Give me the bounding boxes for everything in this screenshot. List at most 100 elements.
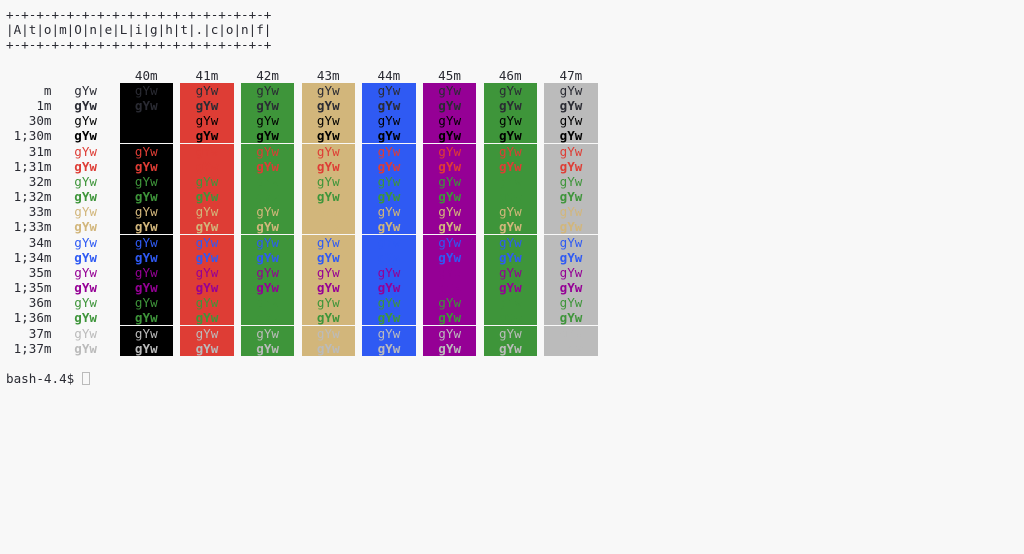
- color-swatch-cell: gYw: [180, 98, 234, 114]
- color-swatch-cell: gYw: [544, 82, 598, 98]
- color-test-row: 1;32m gYw gYw gYw gYw gYw gYw gYw gYw gY…: [6, 189, 1024, 205]
- fg-code-label: 1;35m: [6, 280, 60, 296]
- fg-sample-cell: gYw: [59, 143, 113, 159]
- terminal-cursor[interactable]: [81, 372, 90, 386]
- color-swatch-cell: gYw: [180, 82, 234, 98]
- fg-sample-cell: gYw: [59, 264, 113, 280]
- color-swatch-cell: gYw: [362, 82, 416, 98]
- fg-sample-cell: gYw: [59, 219, 113, 235]
- color-swatch-cell: gYw: [301, 143, 355, 159]
- color-swatch-cell: gYw: [119, 128, 173, 144]
- fg-sample-cell: gYw: [59, 173, 113, 189]
- color-swatch-cell: gYw: [301, 280, 355, 296]
- color-swatch-cell: gYw: [180, 189, 234, 205]
- color-swatch-cell: gYw: [362, 189, 416, 205]
- color-swatch-cell: gYw: [483, 325, 537, 341]
- color-swatch-cell: gYw: [544, 173, 598, 189]
- color-swatch-cell: gYw: [483, 113, 537, 129]
- fg-code-label: 35m: [6, 264, 60, 280]
- color-test-row: 1;34m gYw gYw gYw gYw gYw gYw gYw gYw gY…: [6, 249, 1024, 265]
- color-swatch-cell: gYw: [544, 98, 598, 114]
- color-swatch-cell: gYw: [483, 128, 537, 144]
- color-swatch-cell: gYw: [180, 310, 234, 326]
- color-swatch-cell: gYw: [362, 98, 416, 114]
- color-swatch-cell: gYw: [241, 82, 295, 98]
- color-swatch-cell: gYw: [301, 325, 355, 341]
- color-swatch-cell: gYw: [180, 325, 234, 341]
- fg-code-label: 30m: [6, 113, 60, 129]
- color-swatch-cell: gYw: [180, 249, 234, 265]
- color-swatch-cell: gYw: [241, 264, 295, 280]
- color-swatch-cell: gYw: [483, 249, 537, 265]
- color-swatch-cell: gYw: [241, 158, 295, 174]
- ascii-art-line: |A|t|o|m|O|n|e|L|i|g|h|t|.|c|o|n|f|: [6, 22, 272, 38]
- color-swatch-cell: gYw: [119, 173, 173, 189]
- color-swatch-cell: gYw: [119, 189, 173, 205]
- color-test-row: 37m gYw gYw gYw gYw gYw gYw gYw gYw gYw: [6, 325, 1024, 341]
- color-swatch-cell: gYw: [544, 264, 598, 280]
- color-swatch-cell: gYw: [362, 249, 416, 265]
- color-swatch-cell: gYw: [423, 280, 477, 296]
- fg-sample-cell: gYw: [59, 189, 113, 205]
- color-swatch-cell: gYw: [423, 173, 477, 189]
- fg-code-label: 1;33m: [6, 219, 60, 235]
- shell-prompt: bash-4.4$: [6, 371, 75, 387]
- color-swatch-cell: gYw: [483, 340, 537, 356]
- fg-sample-cell: gYw: [59, 280, 113, 296]
- color-swatch-cell: gYw: [423, 325, 477, 341]
- color-swatch-cell: gYw: [544, 310, 598, 326]
- prompt-line[interactable]: bash-4.4$: [6, 371, 1024, 386]
- color-swatch-cell: gYw: [301, 340, 355, 356]
- color-swatch-cell: gYw: [362, 173, 416, 189]
- color-swatch-cell: gYw: [423, 143, 477, 159]
- color-swatch-cell: gYw: [301, 158, 355, 174]
- color-swatch-cell: gYw: [241, 310, 295, 326]
- color-swatch-cell: gYw: [483, 82, 537, 98]
- color-swatch-cell: gYw: [544, 158, 598, 174]
- color-swatch-cell: gYw: [301, 204, 355, 220]
- color-swatch-cell: gYw: [180, 264, 234, 280]
- color-swatch-cell: gYw: [301, 82, 355, 98]
- color-swatch-cell: gYw: [423, 128, 477, 144]
- fg-code-label: 1m: [6, 98, 60, 114]
- color-swatch-cell: gYw: [362, 158, 416, 174]
- color-swatch-cell: gYw: [544, 219, 598, 235]
- color-test-row: 1;31m gYw gYw gYw gYw gYw gYw gYw gYw gY…: [6, 158, 1024, 174]
- color-swatch-cell: gYw: [423, 249, 477, 265]
- color-swatch-cell: gYw: [362, 234, 416, 250]
- color-swatch-cell: gYw: [119, 264, 173, 280]
- color-swatch-cell: gYw: [301, 295, 355, 311]
- color-test-row: 1;30m gYw gYw gYw gYw gYw gYw gYw gYw gY…: [6, 128, 1024, 144]
- color-swatch-cell: gYw: [423, 189, 477, 205]
- color-swatch-cell: gYw: [362, 280, 416, 296]
- color-swatch-cell: gYw: [423, 98, 477, 114]
- fg-sample-cell: gYw: [59, 340, 113, 356]
- color-swatch-cell: gYw: [483, 219, 537, 235]
- fg-sample-cell: gYw: [59, 325, 113, 341]
- fg-sample-cell: gYw: [59, 295, 113, 311]
- color-swatch-cell: gYw: [362, 219, 416, 235]
- fg-code-label: 33m: [6, 204, 60, 220]
- color-swatch-cell: gYw: [362, 340, 416, 356]
- fg-code-label: 31m: [6, 143, 60, 159]
- color-test-row: 32m gYw gYw gYw gYw gYw gYw gYw gYw gYw: [6, 173, 1024, 189]
- color-test-row: m gYw gYw gYw gYw gYw gYw gYw gYw gYw: [6, 82, 1024, 98]
- color-swatch-cell: gYw: [119, 219, 173, 235]
- color-swatch-cell: gYw: [423, 158, 477, 174]
- color-swatch-cell: gYw: [119, 325, 173, 341]
- color-swatch-cell: gYw: [180, 113, 234, 129]
- color-swatch-cell: gYw: [180, 219, 234, 235]
- color-swatch-cell: gYw: [301, 249, 355, 265]
- fg-code-label: 32m: [6, 173, 60, 189]
- fg-code-label: 1;30m: [6, 128, 60, 144]
- blank-line: [6, 53, 1024, 68]
- color-swatch-cell: gYw: [423, 310, 477, 326]
- color-swatch-cell: gYw: [241, 143, 295, 159]
- fg-sample-cell: gYw: [59, 158, 113, 174]
- color-swatch-cell: gYw: [301, 219, 355, 235]
- color-swatch-cell: gYw: [180, 158, 234, 174]
- fg-code-label: 1;31m: [6, 158, 60, 174]
- color-swatch-cell: gYw: [362, 325, 416, 341]
- color-test-row: 1;36m gYw gYw gYw gYw gYw gYw gYw gYw gY…: [6, 310, 1024, 326]
